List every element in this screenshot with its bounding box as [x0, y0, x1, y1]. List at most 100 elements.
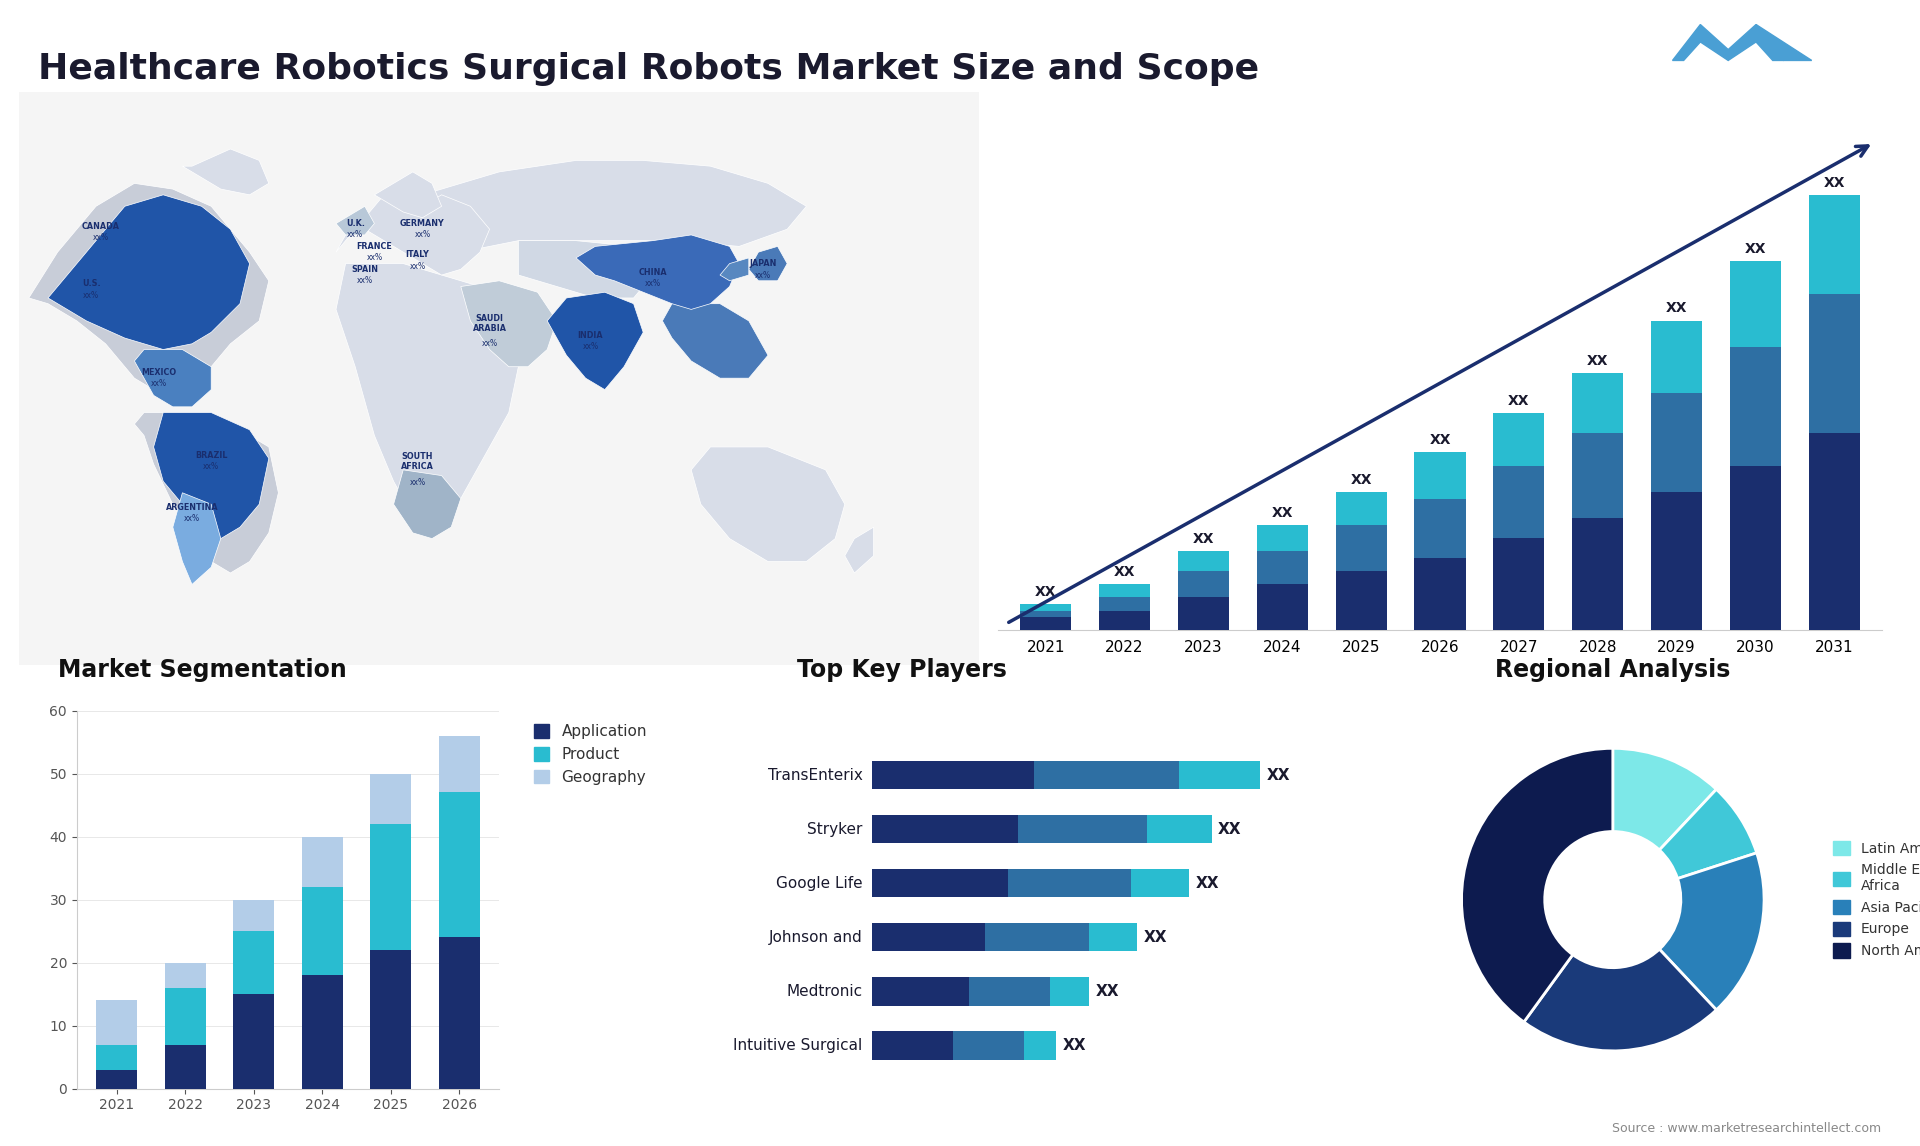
Bar: [1651, 492, 1703, 630]
Text: Healthcare Robotics Surgical Robots Market Size and Scope: Healthcare Robotics Surgical Robots Mark…: [38, 52, 1260, 86]
Bar: [1730, 347, 1782, 465]
Bar: [301, 837, 344, 887]
Text: SOUTH
AFRICA: SOUTH AFRICA: [401, 452, 434, 471]
Polygon shape: [518, 241, 653, 298]
Text: xx%: xx%: [92, 234, 109, 242]
Polygon shape: [336, 264, 518, 527]
Bar: [1415, 499, 1465, 558]
Bar: [1651, 321, 1703, 393]
Bar: [165, 963, 205, 988]
Text: JAPAN: JAPAN: [749, 259, 778, 268]
Bar: [371, 824, 411, 950]
Text: xx%: xx%: [150, 379, 167, 388]
Bar: [1146, 815, 1212, 843]
Bar: [872, 815, 1018, 843]
Bar: [1033, 761, 1179, 790]
Bar: [1050, 978, 1089, 1005]
Text: xx%: xx%: [367, 253, 382, 262]
Text: XX: XX: [1507, 393, 1530, 408]
Text: xx%: xx%: [83, 291, 100, 299]
Wedge shape: [1659, 790, 1757, 879]
Text: U.K.: U.K.: [346, 219, 365, 228]
Bar: [1177, 571, 1229, 597]
Bar: [371, 774, 411, 824]
Text: xx%: xx%: [348, 230, 363, 240]
Bar: [1179, 761, 1260, 790]
Polygon shape: [845, 527, 874, 573]
Bar: [1336, 492, 1386, 525]
Bar: [165, 1045, 205, 1089]
Text: Google Life: Google Life: [776, 876, 862, 890]
Text: XX: XX: [1064, 1038, 1087, 1053]
Bar: [872, 1031, 952, 1060]
Polygon shape: [173, 493, 221, 584]
Text: CANADA: CANADA: [83, 222, 119, 230]
Wedge shape: [1659, 853, 1764, 1010]
Bar: [1258, 551, 1308, 584]
Wedge shape: [1613, 748, 1716, 850]
Text: XX: XX: [1114, 565, 1135, 579]
Polygon shape: [1757, 24, 1812, 61]
Bar: [1572, 518, 1622, 630]
Text: XX: XX: [1035, 584, 1056, 598]
Text: Johnson and: Johnson and: [768, 929, 862, 945]
Text: MEXICO: MEXICO: [140, 368, 177, 377]
Text: Intuitive Surgical: Intuitive Surgical: [733, 1038, 862, 1053]
Bar: [1098, 584, 1150, 597]
Bar: [1098, 597, 1150, 611]
Text: Stryker: Stryker: [806, 822, 862, 837]
Bar: [301, 975, 344, 1089]
Text: Source : www.marketresearchintellect.com: Source : www.marketresearchintellect.com: [1613, 1122, 1882, 1135]
Polygon shape: [336, 195, 490, 275]
Bar: [1177, 597, 1229, 630]
Text: INTELLECT: INTELLECT: [1812, 80, 1874, 91]
Text: XX: XX: [1667, 301, 1688, 315]
Polygon shape: [336, 206, 374, 235]
Text: xx%: xx%: [482, 339, 497, 348]
Bar: [1020, 617, 1071, 630]
Bar: [1098, 611, 1150, 630]
Bar: [371, 950, 411, 1089]
Polygon shape: [365, 160, 806, 252]
Polygon shape: [1672, 24, 1784, 61]
Polygon shape: [720, 258, 749, 281]
Text: Regional Analysis: Regional Analysis: [1496, 658, 1730, 682]
Text: TransEnterix: TransEnterix: [768, 768, 862, 783]
Text: SPAIN: SPAIN: [351, 265, 378, 274]
Text: xx%: xx%: [409, 262, 426, 270]
Polygon shape: [134, 350, 211, 407]
Bar: [872, 870, 1008, 897]
Wedge shape: [1461, 748, 1613, 1022]
Bar: [96, 1070, 136, 1089]
Bar: [1023, 1031, 1056, 1060]
Legend: Application, Product, Geography: Application, Product, Geography: [528, 719, 653, 791]
Polygon shape: [461, 281, 557, 367]
Polygon shape: [576, 235, 739, 309]
Text: Top Key Players: Top Key Players: [797, 658, 1008, 682]
Bar: [96, 1045, 136, 1070]
Bar: [1415, 453, 1465, 499]
Bar: [1809, 432, 1860, 630]
Legend: Latin America, Middle East &
Africa, Asia Pacific, Europe, North America: Latin America, Middle East & Africa, Asi…: [1828, 835, 1920, 964]
Text: xx%: xx%: [582, 343, 599, 351]
Bar: [1572, 374, 1622, 432]
Bar: [1336, 571, 1386, 630]
Text: ARGENTINA: ARGENTINA: [165, 503, 219, 511]
Bar: [1018, 815, 1146, 843]
Text: XX: XX: [1196, 876, 1219, 890]
Bar: [970, 978, 1050, 1005]
Polygon shape: [749, 246, 787, 281]
Text: xx%: xx%: [184, 515, 200, 523]
Bar: [301, 887, 344, 975]
Text: RESEARCH: RESEARCH: [1812, 58, 1874, 69]
Text: Medtronic: Medtronic: [787, 984, 862, 999]
Text: CHINA: CHINA: [639, 268, 666, 276]
Text: XX: XX: [1094, 984, 1119, 999]
Bar: [1494, 537, 1544, 630]
Text: GERMANY: GERMANY: [399, 219, 445, 228]
Text: XX: XX: [1192, 532, 1213, 545]
Bar: [1494, 413, 1544, 465]
Text: XX: XX: [1267, 768, 1290, 783]
Polygon shape: [134, 413, 278, 573]
Bar: [440, 937, 480, 1089]
